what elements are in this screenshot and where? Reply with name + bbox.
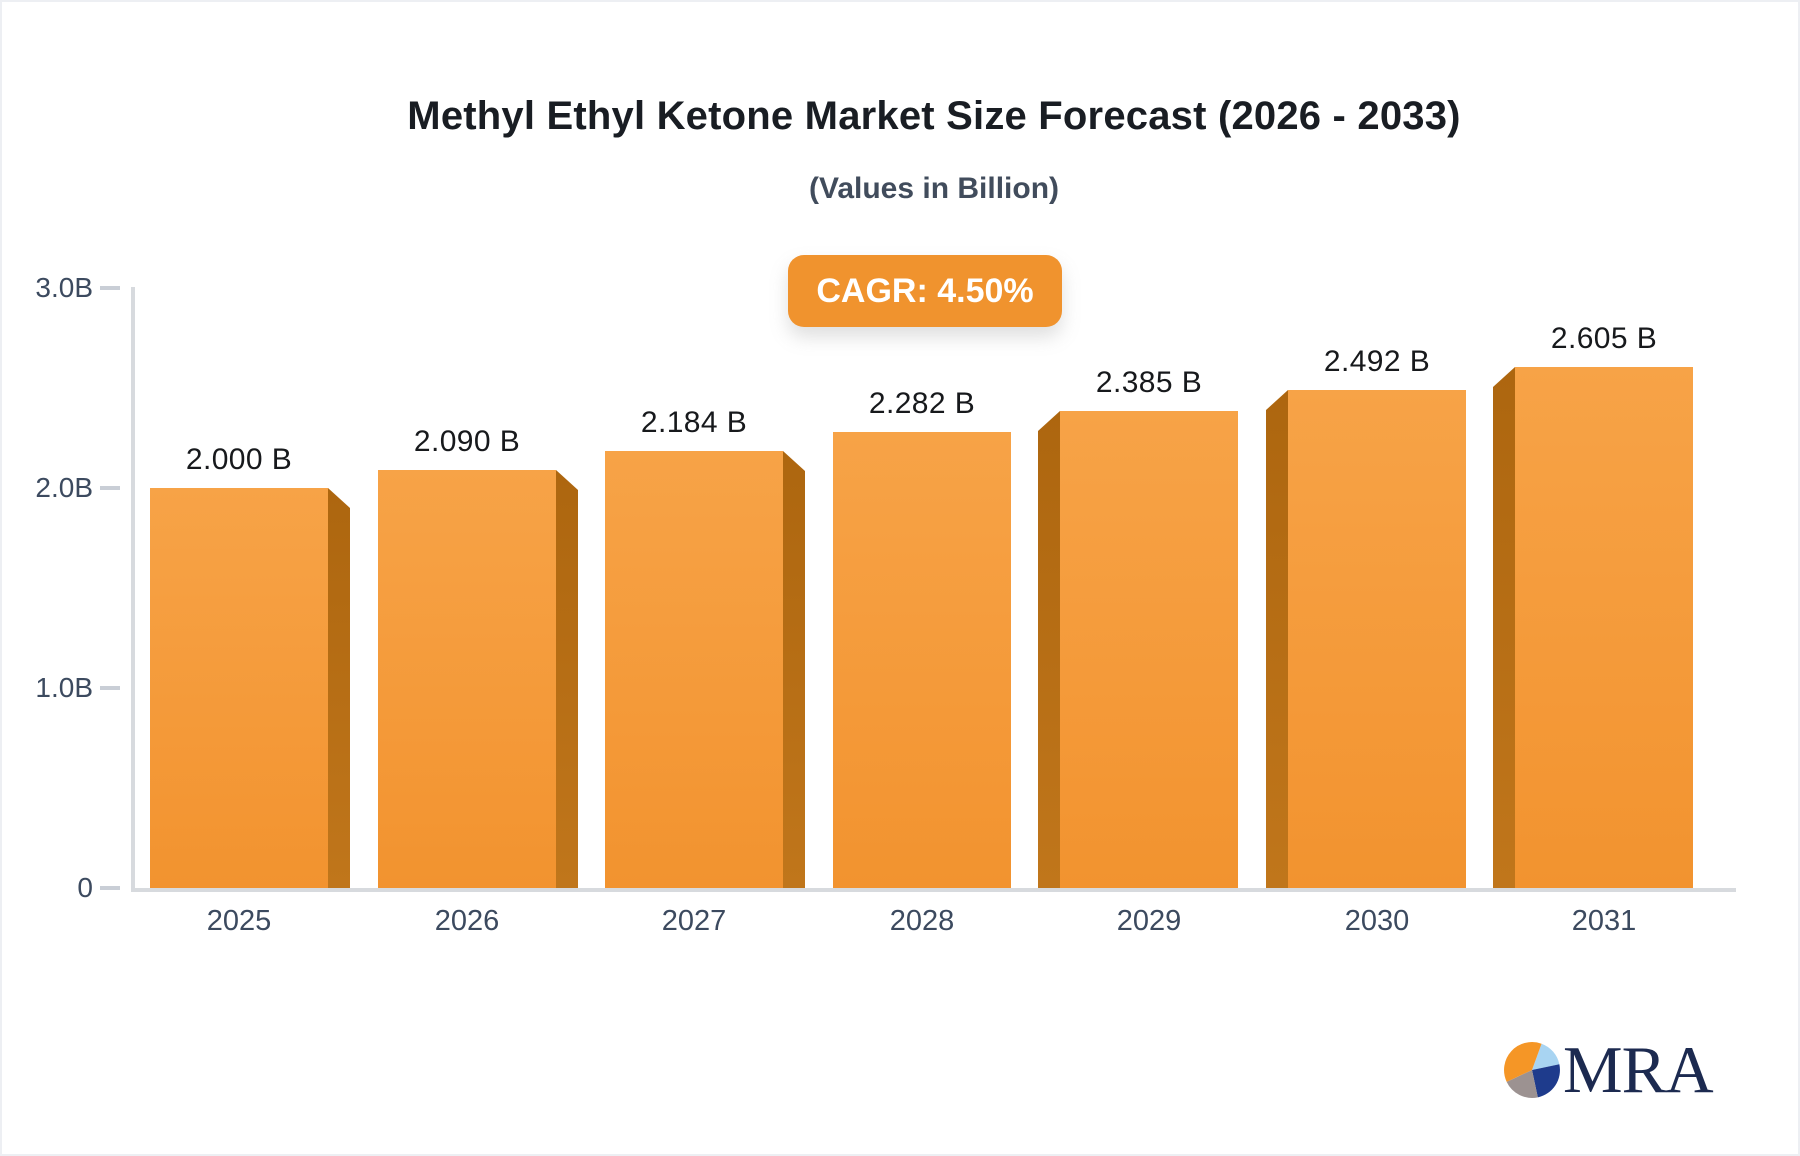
x-tick-label-2031: 2031: [1571, 905, 1637, 937]
bar-face: [1515, 367, 1693, 888]
x-tick-label-2025: 2025: [206, 905, 272, 937]
bar-face: [833, 432, 1011, 888]
chart-title: Methyl Ethyl Ketone Market Size Forecast…: [407, 94, 1461, 138]
y-tick-mark: [100, 286, 120, 290]
bar-value-label: 2.184 B: [640, 406, 748, 439]
bar-face: [378, 470, 556, 888]
bar-face: [605, 451, 783, 888]
logo-text: MRA: [1563, 1033, 1714, 1107]
logo-pie-icon: [1504, 1042, 1560, 1098]
x-tick-label-2029: 2029: [1116, 905, 1182, 937]
bar-value-label: 2.492 B: [1323, 345, 1431, 378]
bar-value-label: 2.385 B: [1095, 366, 1203, 399]
y-tick-label: 3.0B: [35, 272, 93, 303]
x-tick-label-2030: 2030: [1344, 905, 1410, 937]
y-tick-label: 0: [77, 872, 93, 903]
y-tick-mark: [100, 886, 120, 890]
bar-3d-side: [1038, 411, 1060, 888]
y-axis-line: [131, 287, 135, 889]
cagr-badge: CAGR: 4.50%: [788, 255, 1062, 327]
mra-logo: MRA: [1503, 1033, 1714, 1107]
bar-3d-side: [783, 451, 805, 888]
bar-value-label: 2.000 B: [185, 443, 293, 476]
y-tick-mark: [100, 486, 120, 490]
bar-3d-side: [556, 470, 578, 888]
x-tick-label-2028: 2028: [889, 905, 955, 937]
bar-value-label: 2.090 B: [413, 425, 521, 458]
y-tick-label: 2.0B: [35, 472, 93, 503]
x-axis-line: [131, 888, 1736, 892]
chart-subtitle: (Values in Billion): [808, 172, 1060, 205]
y-tick-label: 1.0B: [35, 672, 93, 703]
x-tick-label-2027: 2027: [661, 905, 727, 937]
bar-3d-side: [328, 488, 350, 888]
bar-value-label: 2.605 B: [1550, 322, 1658, 355]
bar-face: [1060, 411, 1238, 888]
bar-face: [150, 488, 328, 888]
y-tick-mark: [100, 686, 120, 690]
x-tick-label-2026: 2026: [434, 905, 500, 937]
bar-3d-side: [1493, 367, 1515, 888]
bar-3d-side: [1266, 390, 1288, 888]
bar-value-label: 2.282 B: [868, 387, 976, 420]
bar-face: [1288, 390, 1466, 888]
